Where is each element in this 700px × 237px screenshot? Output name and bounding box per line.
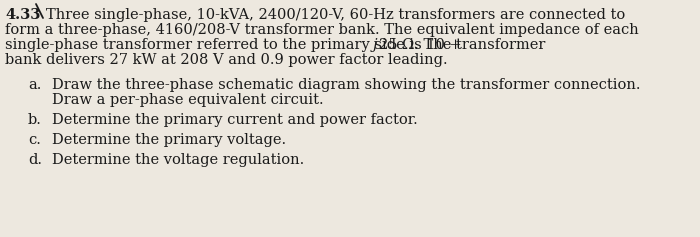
- Text: bank delivers 27 kW at 208 V and 0.9 power factor leading.: bank delivers 27 kW at 208 V and 0.9 pow…: [5, 53, 447, 67]
- Text: form a three-phase, 4160/208-V transformer bank. The equivalent impedance of eac: form a three-phase, 4160/208-V transform…: [5, 23, 638, 37]
- Text: Three single-phase, 10-kVA, 2400/120-V, 60-Hz transformers are connected to: Three single-phase, 10-kVA, 2400/120-V, …: [46, 8, 625, 22]
- Text: Determine the primary current and power factor.: Determine the primary current and power …: [52, 113, 418, 127]
- Text: d.: d.: [28, 153, 42, 167]
- Text: 4.33: 4.33: [5, 8, 41, 22]
- Text: c.: c.: [28, 133, 41, 147]
- Text: single-phase transformer referred to the primary side is 10 +: single-phase transformer referred to the…: [5, 38, 466, 52]
- Text: b.: b.: [28, 113, 42, 127]
- Text: 25 Ω. The transformer: 25 Ω. The transformer: [379, 38, 545, 52]
- Text: Determine the voltage regulation.: Determine the voltage regulation.: [52, 153, 304, 167]
- Text: Determine the primary voltage.: Determine the primary voltage.: [52, 133, 286, 147]
- Text: j: j: [373, 38, 377, 52]
- Text: a.: a.: [28, 78, 41, 92]
- Text: Draw the three-phase schematic diagram showing the transformer connection.: Draw the three-phase schematic diagram s…: [52, 78, 640, 92]
- Text: Draw a per-phase equivalent circuit.: Draw a per-phase equivalent circuit.: [52, 93, 323, 107]
